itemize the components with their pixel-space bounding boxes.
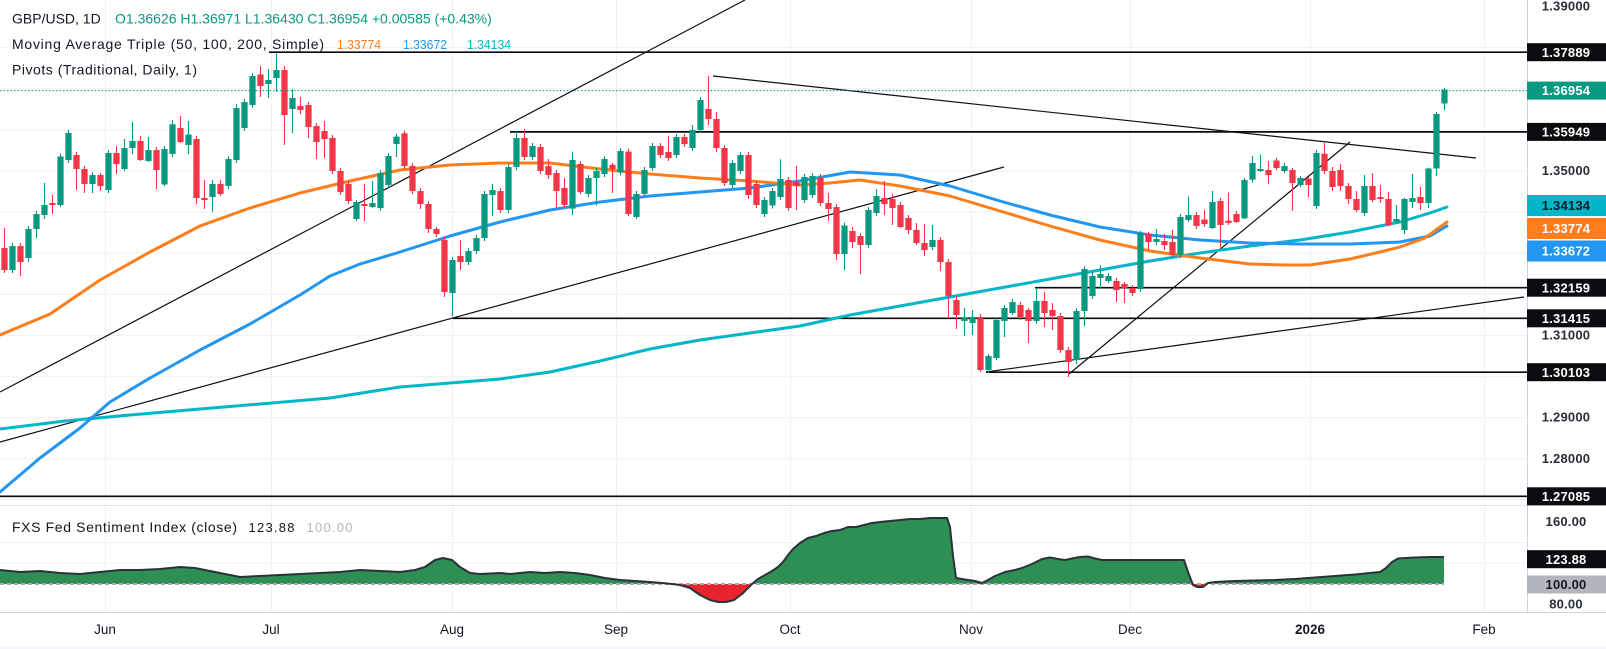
svg-text:Jun: Jun: [94, 622, 116, 637]
svg-text:123.88: 123.88: [1546, 552, 1587, 567]
svg-text:1.29000: 1.29000: [1542, 410, 1590, 425]
svg-text:80.00: 80.00: [1549, 597, 1583, 612]
svg-text:1.36954: 1.36954: [1542, 83, 1591, 98]
svg-text:1.30103: 1.30103: [1542, 365, 1590, 380]
svg-text:160.00: 160.00: [1546, 514, 1587, 529]
svg-text:Moving Average Triple (50, 100: Moving Average Triple (50, 100, 200, Sim…: [12, 36, 324, 52]
svg-text:1.34134: 1.34134: [1542, 198, 1591, 213]
svg-text:Oct: Oct: [779, 622, 800, 637]
svg-text:1.33774: 1.33774: [1542, 221, 1591, 236]
svg-text:1.35000: 1.35000: [1542, 163, 1590, 178]
svg-text:1.31000: 1.31000: [1542, 328, 1590, 343]
svg-text:1.37889: 1.37889: [1542, 45, 1590, 60]
svg-text:1.33672: 1.33672: [403, 37, 447, 52]
svg-text:1.31415: 1.31415: [1542, 311, 1590, 326]
svg-text:O1.36626 H1.36971 L1.36430 C1.: O1.36626 H1.36971 L1.36430 C1.36954 +0.0…: [115, 11, 492, 27]
svg-text:FXS Fed Sentiment Index (close: FXS Fed Sentiment Index (close): [12, 519, 237, 535]
svg-text:1.33774: 1.33774: [337, 37, 381, 52]
svg-text:Sep: Sep: [604, 622, 628, 637]
svg-text:123.88: 123.88: [249, 520, 295, 535]
svg-text:1.35949: 1.35949: [1542, 125, 1590, 140]
svg-text:Dec: Dec: [1118, 622, 1142, 637]
svg-text:1.33672: 1.33672: [1542, 244, 1590, 259]
svg-text:Nov: Nov: [959, 622, 983, 637]
svg-text:1.28000: 1.28000: [1542, 451, 1590, 466]
svg-text:1.34134: 1.34134: [467, 37, 511, 52]
svg-text:100.00: 100.00: [1546, 577, 1587, 592]
svg-text:2026: 2026: [1295, 622, 1326, 637]
svg-text:Jul: Jul: [262, 622, 279, 637]
svg-text:1.39000: 1.39000: [1542, 0, 1590, 14]
svg-text:GBP/USD, 1D: GBP/USD, 1D: [12, 11, 101, 27]
svg-text:1.27085: 1.27085: [1542, 489, 1590, 504]
svg-text:100.00: 100.00: [307, 520, 353, 535]
svg-text:Pivots (Traditional, Daily, 1): Pivots (Traditional, Daily, 1): [12, 62, 197, 78]
svg-text:1.32159: 1.32159: [1542, 280, 1590, 295]
svg-text:Aug: Aug: [440, 622, 464, 637]
svg-text:Feb: Feb: [1472, 622, 1495, 637]
